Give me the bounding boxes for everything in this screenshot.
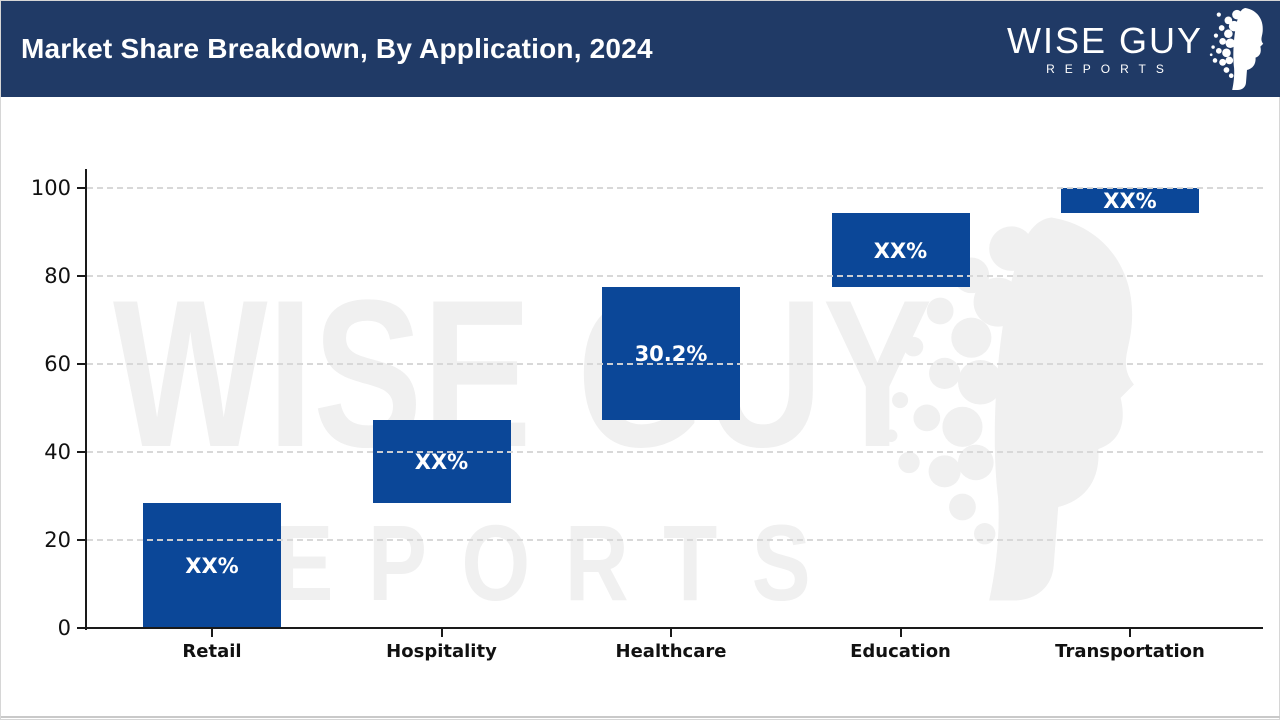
y-tick-label: 20	[44, 528, 71, 552]
gridline	[87, 187, 1263, 189]
logo-subtitle: REPORTS	[1046, 62, 1174, 76]
x-tick-mark	[440, 629, 443, 637]
x-category-label: Retail	[182, 641, 242, 662]
y-tick-mark	[77, 451, 85, 453]
logo-text: WISE GUY REPORTS	[1006, 20, 1203, 76]
y-tick-mark	[77, 539, 85, 541]
bar-value-label: XX%	[1103, 189, 1157, 214]
bar	[1061, 188, 1199, 213]
y-tick-label: 0	[57, 616, 71, 640]
bar-value-label: 30.2%	[634, 342, 708, 367]
y-tick-label: 60	[44, 352, 71, 376]
bar-value-label: XX%	[414, 450, 469, 475]
x-category-label: Healthcare	[615, 641, 727, 662]
gridline	[87, 363, 1263, 365]
bar	[143, 502, 281, 628]
bar	[372, 419, 511, 503]
logo-head-icon	[1209, 7, 1264, 91]
x-tick-mark	[1129, 629, 1131, 637]
bar	[831, 212, 970, 287]
gridline	[87, 539, 1263, 541]
footer-divider	[1, 716, 1280, 718]
bar-value-label: XX%	[873, 238, 928, 263]
y-tick-mark	[77, 275, 85, 277]
bar-value-label: XX%	[185, 554, 239, 579]
header-bar: Market Share Breakdown, By Application, …	[1, 1, 1280, 97]
y-tick-mark	[77, 627, 85, 629]
gridline	[87, 451, 1263, 453]
y-axis-line	[85, 169, 87, 630]
wise-guy-logo: WISE GUY REPORTS	[1007, 7, 1267, 91]
gridline	[87, 275, 1263, 277]
y-tick-label: 80	[44, 264, 71, 288]
x-category-label: Transportation	[1055, 641, 1205, 662]
x-tick-mark	[899, 629, 902, 637]
x-category-label: Hospitality	[386, 641, 497, 662]
x-tick-mark	[670, 629, 672, 637]
page-title: Market Share Breakdown, By Application, …	[21, 33, 653, 64]
y-tick-mark	[77, 187, 85, 189]
y-tick-mark	[77, 363, 85, 365]
logo-wordmark: WISE GUY	[1006, 20, 1203, 61]
y-tick-label: 100	[30, 176, 71, 200]
x-tick-mark	[211, 629, 213, 637]
y-tick-label: 40	[44, 440, 71, 464]
bar	[602, 287, 740, 420]
x-axis-line	[85, 627, 1263, 629]
x-category-label: Education	[850, 641, 951, 662]
